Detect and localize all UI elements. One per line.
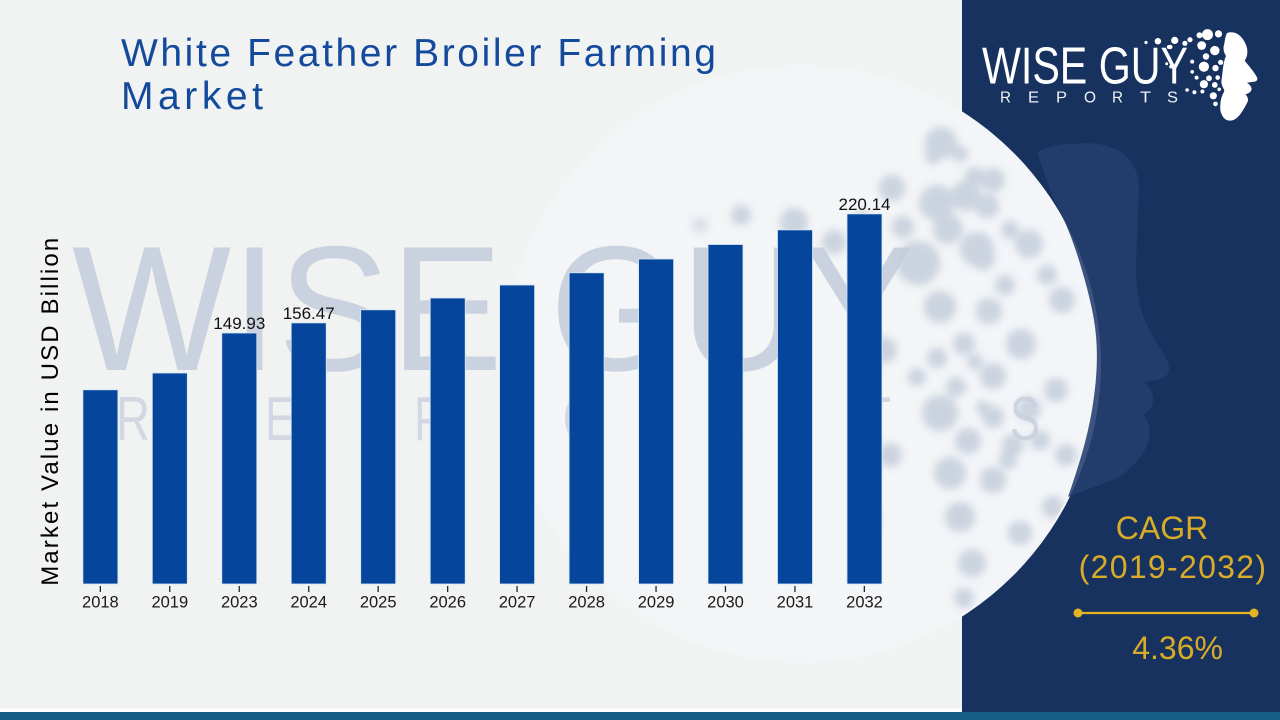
svg-text:149.93: 149.93 xyxy=(213,314,265,333)
svg-text:O: O xyxy=(1084,90,1096,107)
svg-text:E: E xyxy=(265,385,295,454)
svg-text:WISE GUY: WISE GUY xyxy=(72,209,915,408)
svg-text:2023: 2023 xyxy=(221,594,258,612)
svg-text:(2019-2032): (2019-2032) xyxy=(1079,549,1268,585)
svg-text:2029: 2029 xyxy=(638,594,675,612)
svg-text:R: R xyxy=(1000,90,1011,107)
svg-text:2026: 2026 xyxy=(429,594,466,612)
svg-text:220.14: 220.14 xyxy=(839,195,891,214)
svg-text:2030: 2030 xyxy=(707,594,744,612)
svg-text:CAGR: CAGR xyxy=(1116,510,1208,546)
svg-text:Market Value in USD Billion: Market Value in USD Billion xyxy=(37,238,64,586)
svg-text:2031: 2031 xyxy=(777,594,814,612)
svg-text:4.36%: 4.36% xyxy=(1132,630,1223,666)
svg-text:2032: 2032 xyxy=(846,594,883,612)
svg-text:R: R xyxy=(1112,90,1123,107)
svg-text:S: S xyxy=(1167,90,1178,107)
svg-text:2024: 2024 xyxy=(290,594,327,612)
svg-text:R: R xyxy=(116,385,150,454)
svg-text:156.47: 156.47 xyxy=(283,304,335,323)
svg-text:WISE GUY: WISE GUY xyxy=(982,37,1188,95)
svg-text:2018: 2018 xyxy=(82,594,119,612)
svg-text:P: P xyxy=(1056,90,1067,107)
svg-text:T: T xyxy=(1140,90,1151,107)
svg-text:2027: 2027 xyxy=(499,594,536,612)
svg-text:E: E xyxy=(1028,90,1039,107)
svg-text:2025: 2025 xyxy=(360,594,397,612)
svg-text:2028: 2028 xyxy=(568,594,605,612)
svg-text:White Feather Broiler Farming: White Feather Broiler Farming xyxy=(121,32,716,75)
svg-text:2019: 2019 xyxy=(151,594,188,612)
svg-text:Market: Market xyxy=(121,75,263,118)
